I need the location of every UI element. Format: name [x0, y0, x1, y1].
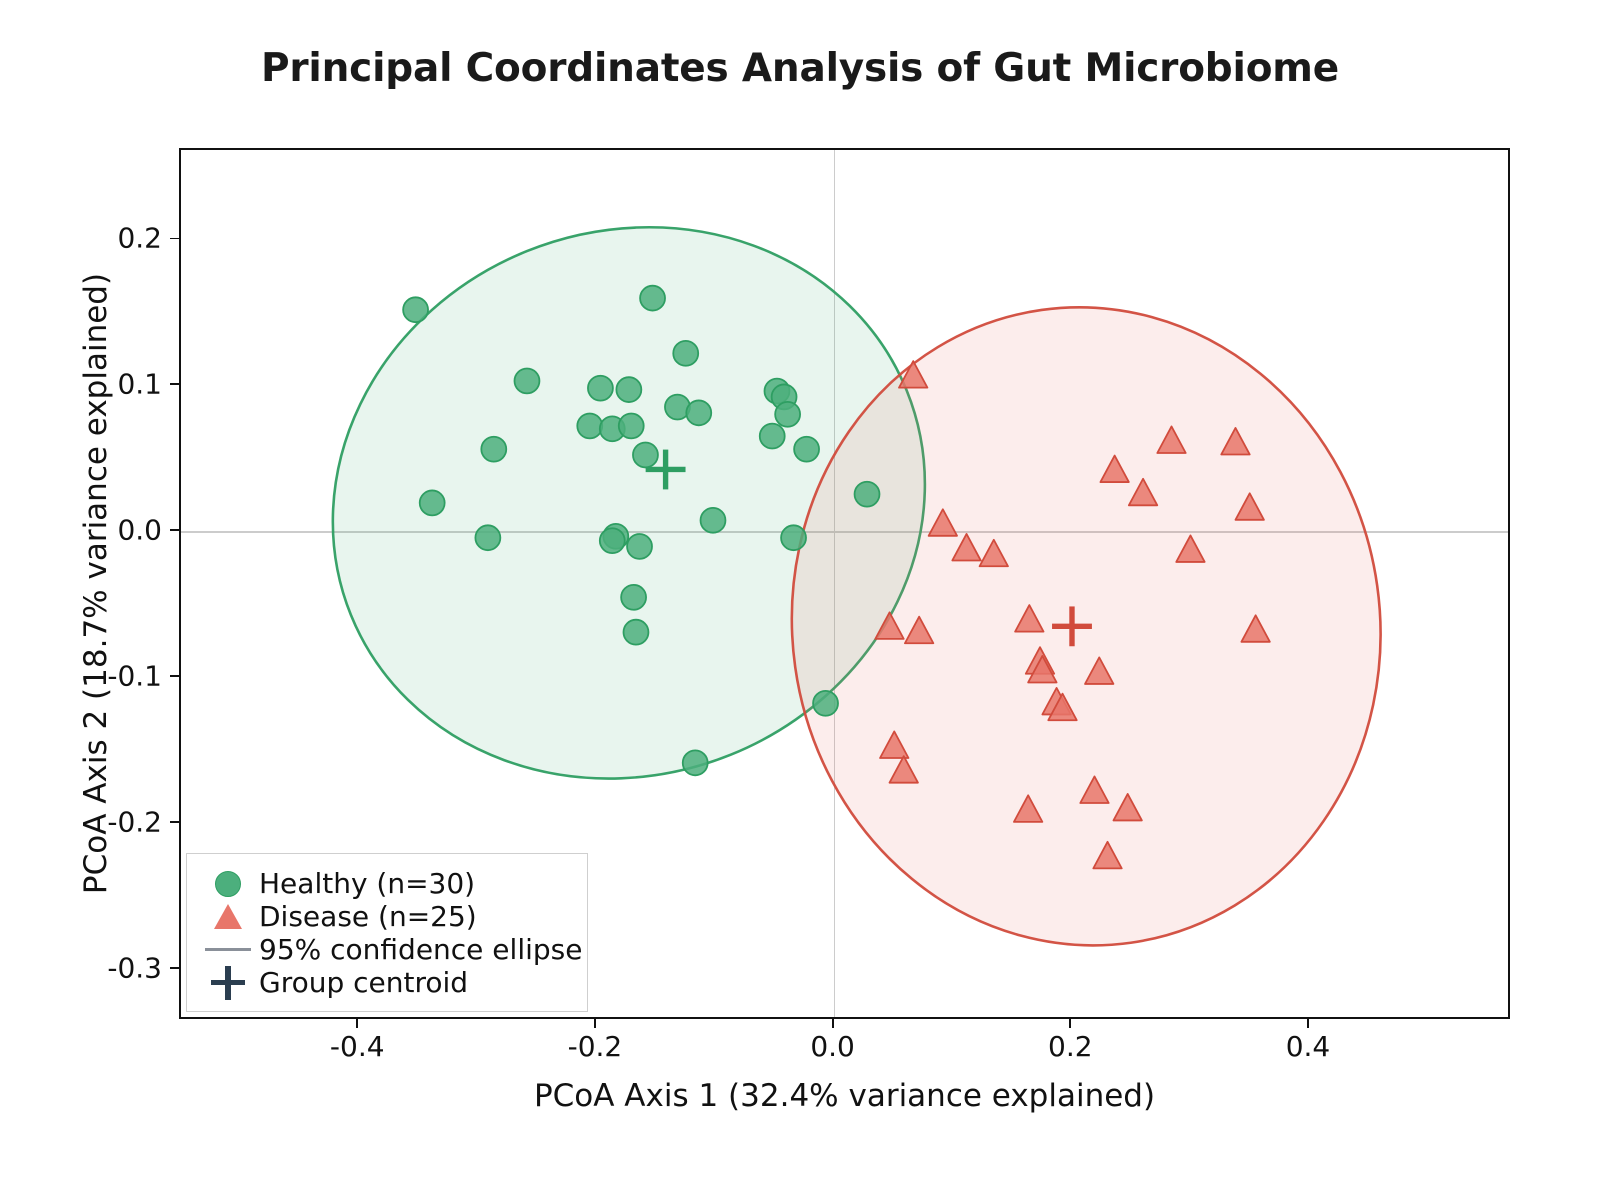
data-point[interactable]	[1156, 425, 1187, 454]
data-point[interactable]	[758, 422, 786, 450]
data-point[interactable]	[1175, 534, 1206, 563]
data-point[interactable]	[418, 489, 446, 517]
data-point[interactable]	[927, 508, 958, 537]
data-point[interactable]	[1013, 794, 1044, 823]
data-point[interactable]	[617, 412, 645, 440]
data-point[interactable]	[576, 412, 604, 440]
legend-label-healthy: Healthy (n=30)	[259, 867, 476, 900]
ellipse-line-icon	[197, 933, 259, 966]
data-point[interactable]	[978, 538, 1009, 568]
x-tick-label: -0.4	[329, 1030, 385, 1063]
data-point[interactable]	[480, 435, 508, 463]
data-point[interactable]	[622, 618, 650, 646]
x-tick	[1069, 1019, 1072, 1028]
data-point[interactable]	[1092, 840, 1123, 870]
data-point[interactable]	[632, 441, 659, 469]
x-axis-label: PCoA Axis 1 (32.4% variance explained)	[533, 1078, 1156, 1114]
y-tick	[170, 529, 179, 532]
data-point[interactable]	[1079, 775, 1110, 804]
y-tick	[170, 383, 179, 386]
data-point[interactable]	[780, 524, 807, 552]
y-tick	[170, 967, 179, 969]
data-point[interactable]	[639, 284, 666, 312]
scatter-canvas	[331, 225, 1382, 947]
data-point[interactable]	[685, 399, 713, 427]
legend-label-disease: Disease (n=25)	[259, 900, 477, 933]
y-tick-label: 0.0	[117, 513, 162, 547]
centroid-plus-icon	[197, 965, 259, 1000]
legend-label-centroid: Group centroid	[259, 966, 469, 999]
data-point[interactable]	[620, 583, 647, 611]
legend-item-disease[interactable]: Disease (n=25)	[197, 900, 577, 933]
data-point[interactable]	[853, 480, 881, 508]
x-tick-label: 0.4	[1285, 1030, 1331, 1063]
data-point[interactable]	[1027, 655, 1058, 684]
data-point[interactable]	[402, 296, 429, 324]
page-title: Principal Coordinates Analysis of Gut Mi…	[261, 46, 1339, 91]
data-point[interactable]	[699, 506, 727, 534]
series-circle	[402, 284, 881, 777]
data-point[interactable]	[879, 730, 910, 759]
data-point[interactable]	[874, 611, 905, 640]
confidence-ellipse-circle	[331, 225, 927, 780]
zero-line-horizontal	[181, 531, 1508, 534]
x-tick	[356, 1019, 359, 1028]
plot-area	[179, 148, 1510, 1019]
x-tick	[1307, 1019, 1309, 1028]
data-point[interactable]	[513, 367, 541, 395]
x-tick-label: 0.2	[1048, 1030, 1093, 1063]
y-tick	[170, 821, 179, 823]
y-tick-label: -0.2	[107, 805, 162, 839]
data-point[interactable]	[1099, 454, 1130, 483]
y-tick	[170, 675, 179, 678]
data-point[interactable]	[672, 339, 700, 367]
data-point[interactable]	[904, 615, 935, 645]
y-tick-label: -0.1	[107, 659, 162, 693]
data-point[interactable]	[681, 749, 709, 777]
healthy-circle-icon	[197, 867, 259, 900]
data-point[interactable]	[1014, 604, 1045, 633]
data-point[interactable]	[587, 374, 614, 402]
data-point[interactable]	[793, 435, 820, 463]
data-point[interactable]	[898, 360, 929, 389]
data-point[interactable]	[1220, 427, 1251, 456]
data-point[interactable]	[951, 533, 982, 562]
y-tick	[170, 237, 179, 240]
zero-line-vertical	[833, 150, 836, 1017]
data-point[interactable]	[626, 533, 653, 560]
data-point[interactable]	[615, 376, 643, 403]
y-tick-label: -0.3	[107, 951, 162, 985]
data-point[interactable]	[888, 755, 919, 784]
data-point[interactable]	[1240, 614, 1271, 643]
x-tick-label: -0.2	[567, 1030, 623, 1063]
legend: Healthy (n=30) Disease (n=25) 95% confid…	[186, 853, 588, 1012]
y-tick-label: 0.1	[117, 367, 162, 401]
data-point[interactable]	[1084, 656, 1115, 685]
legend-label-ellipse: 95% confidence ellipse	[259, 933, 583, 966]
x-tick	[594, 1019, 596, 1028]
disease-triangle-icon	[197, 900, 259, 933]
x-tick-label: 0.0	[810, 1030, 855, 1063]
group-centroid-circle	[645, 449, 686, 490]
y-tick-label: 0.2	[117, 221, 162, 255]
data-point[interactable]	[1112, 793, 1143, 822]
data-point[interactable]	[598, 527, 626, 554]
group-centroid-triangle	[1052, 606, 1092, 647]
data-point[interactable]	[474, 524, 502, 552]
data-point[interactable]	[812, 689, 839, 717]
legend-item-ellipse[interactable]: 95% confidence ellipse	[197, 933, 582, 966]
series-triangle	[874, 360, 1271, 870]
data-point[interactable]	[1047, 692, 1078, 722]
y-axis-label: PCoA Axis 2 (18.7% variance explained)	[78, 272, 114, 895]
legend-item-healthy[interactable]: Healthy (n=30)	[197, 867, 577, 900]
data-point[interactable]	[1127, 477, 1159, 507]
legend-item-centroid[interactable]: Group centroid	[197, 965, 577, 1000]
data-point[interactable]	[774, 400, 801, 428]
x-tick	[831, 1019, 834, 1028]
data-point[interactable]	[1234, 492, 1265, 521]
